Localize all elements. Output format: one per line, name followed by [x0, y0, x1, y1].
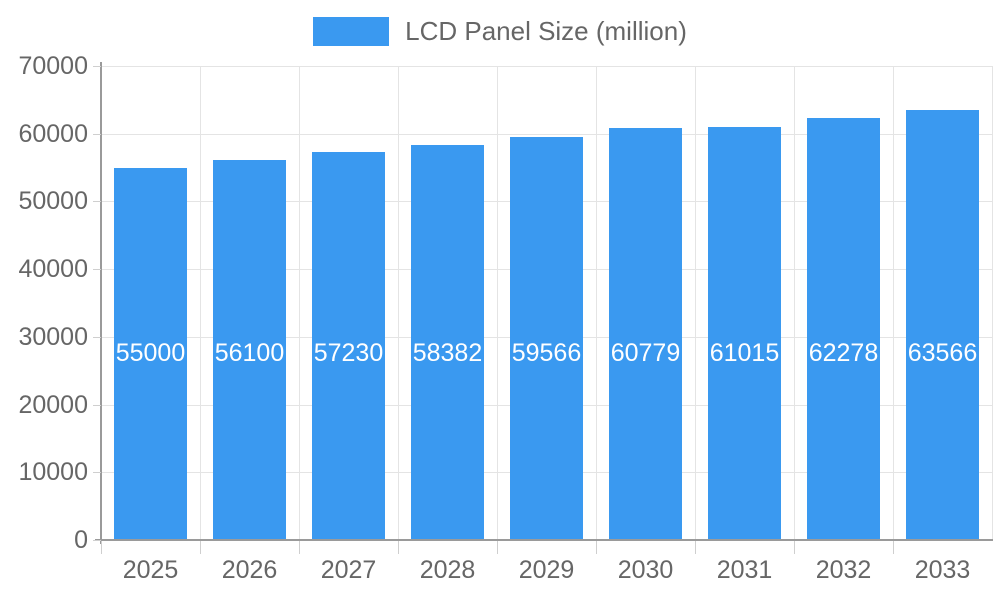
x-axis-tick-label: 2030: [617, 556, 674, 584]
y-axis-tick-mark: [93, 269, 101, 271]
y-axis-tick-label: 60000: [18, 119, 88, 148]
x-axis-tick-mark: [200, 541, 201, 554]
bar[interactable]: 58382: [411, 144, 484, 540]
bar-value-label: 63566: [907, 339, 978, 367]
chart-legend: LCD Panel Size (million): [0, 8, 1000, 54]
x-axis-tick-mark: [497, 541, 498, 554]
gridline-vertical: [794, 66, 795, 540]
x-axis-tick-label: 2027: [320, 556, 377, 584]
x-axis-tick-mark: [299, 541, 300, 554]
bar-value-label: 60779: [610, 339, 681, 367]
y-axis-tick-label: 10000: [18, 458, 88, 487]
bar-value-label: 59566: [511, 339, 582, 367]
bar[interactable]: 55000: [114, 167, 187, 540]
x-axis-tick-mark: [695, 541, 696, 554]
y-axis-tick-mark: [93, 540, 101, 541]
legend-item-lcd-panel-size[interactable]: LCD Panel Size (million): [313, 16, 687, 46]
x-axis-tick-label: 2031: [716, 556, 773, 584]
bar[interactable]: 63566: [906, 109, 979, 540]
y-axis-tick-label: 30000: [18, 322, 88, 351]
gridline-horizontal: [101, 66, 992, 67]
x-axis-tick-mark: [794, 541, 795, 554]
x-axis-tick-label: 2028: [419, 556, 476, 584]
y-axis-tick-label: 0: [74, 526, 88, 554]
y-axis-tick-label: 20000: [18, 390, 88, 419]
x-axis-tick-label: 2032: [815, 556, 872, 584]
x-axis-tick-mark: [893, 541, 894, 554]
y-axis-tick-label: 70000: [18, 52, 88, 80]
gridline-vertical: [893, 66, 894, 540]
legend-item-label: LCD Panel Size (million): [405, 16, 687, 46]
bar-value-label: 55000: [115, 339, 186, 367]
x-axis-tick-label: 2029: [518, 556, 575, 584]
gridline-horizontal: [101, 133, 992, 135]
x-axis-tick-label: 2033: [914, 556, 971, 584]
bar[interactable]: 60779: [609, 128, 682, 540]
plot-area: 55000 56100 57230 58382 59566 60779 61015 62278…: [101, 66, 993, 541]
bar[interactable]: 62278: [807, 118, 880, 540]
y-axis-tick-mark: [93, 404, 101, 406]
bar-value-label: 57230: [313, 339, 384, 367]
gridline-vertical: [695, 66, 696, 540]
x-axis-tick-label: 2025: [122, 556, 179, 584]
bar[interactable]: 61015: [708, 126, 781, 540]
bar-value-label: 58382: [412, 339, 483, 367]
x-axis-tick-mark: [596, 541, 597, 554]
bar[interactable]: 59566: [510, 136, 583, 540]
gridline-vertical: [596, 66, 597, 540]
x-axis-tick-mark: [101, 541, 102, 554]
gridline-vertical: [497, 66, 498, 540]
x-axis-line: [95, 539, 993, 541]
bar-value-label: 61015: [709, 339, 780, 367]
y-axis-tick-mark: [93, 133, 101, 135]
gridline-vertical: [200, 66, 201, 540]
y-axis-line: [100, 62, 102, 544]
gridline-vertical: [398, 66, 399, 540]
y-axis-tick-mark: [93, 472, 101, 474]
y-axis-tick-mark: [93, 66, 101, 67]
y-axis-tick-label: 50000: [18, 187, 88, 216]
bar[interactable]: 56100: [213, 160, 286, 540]
y-axis-tick-label: 40000: [18, 255, 88, 284]
y-axis-tick-mark: [93, 336, 101, 338]
x-axis-tick-mark: [398, 541, 399, 554]
bar-value-label: 56100: [214, 339, 285, 367]
gridline-vertical: [299, 66, 300, 540]
bar-value-label: 62278: [808, 339, 879, 367]
x-axis-tick-label: 2026: [221, 556, 278, 584]
legend-swatch-icon: [313, 16, 390, 46]
bar[interactable]: 57230: [312, 152, 385, 540]
gridline-vertical: [992, 66, 993, 540]
y-axis-tick-mark: [93, 201, 101, 203]
